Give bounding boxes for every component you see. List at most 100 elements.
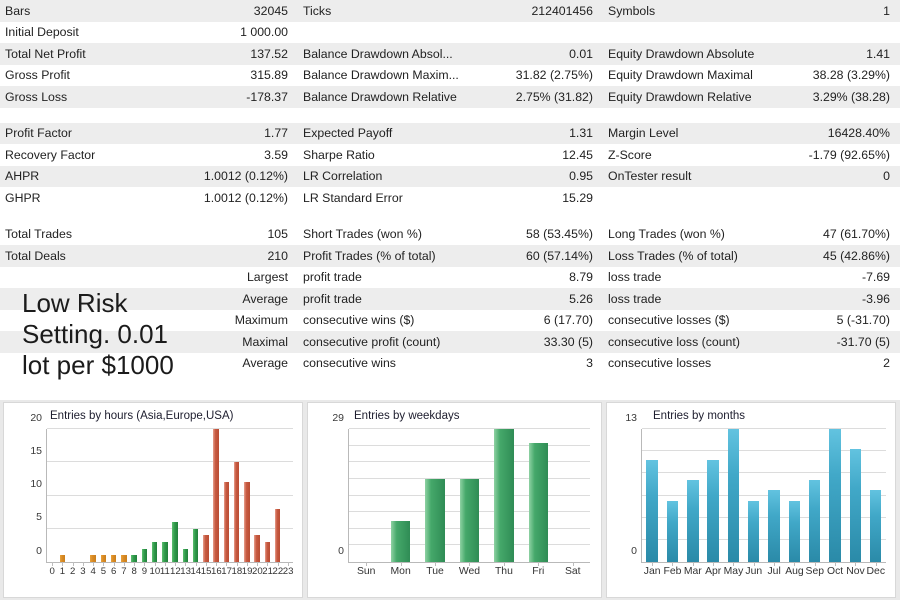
x-axis-tick-label: Dec xyxy=(866,566,886,577)
bar xyxy=(121,555,127,562)
x-axis-tick xyxy=(277,562,279,566)
stat-label: Profit Factor xyxy=(5,126,72,141)
stat-value: Average xyxy=(242,356,288,371)
x-axis-tick-label: 4 xyxy=(90,566,96,577)
stat-group: Average xyxy=(0,288,298,310)
x-axis-tick xyxy=(287,562,289,566)
gridline xyxy=(642,428,886,429)
stat-group: Margin Level 16428.40% xyxy=(603,123,900,145)
stat-value: 45 (42.86%) xyxy=(823,248,890,263)
stat-value: Maximal xyxy=(242,334,288,349)
stat-label xyxy=(0,331,150,353)
bar xyxy=(100,555,107,562)
bar-column: 2 xyxy=(68,429,78,577)
stat-group: Symbols 1 xyxy=(603,0,900,22)
plot-area-months: 0 13 Jan Feb Mar Apr May Jun Jul Aug Sep Oct Nov Dec xyxy=(625,412,886,577)
x-axis-tick-label: Sat xyxy=(564,566,581,577)
section-spacer xyxy=(0,107,900,123)
x-axis-tick-label: 3 xyxy=(80,566,86,577)
x-axis-tick xyxy=(113,562,115,566)
stat-label: Total Trades xyxy=(5,227,72,242)
table-row: Average profit trade 5.26 loss trade -3.96 xyxy=(0,288,900,310)
stat-value: 1.77 xyxy=(264,126,288,141)
chart-entries-by-months: Entries by months 0 13 Jan Feb Mar Apr May Jun J… xyxy=(606,402,896,598)
x-axis-tick-label: Sun xyxy=(356,566,376,577)
stat-value: 8.79 xyxy=(569,270,593,285)
x-axis-tick-label: Oct xyxy=(827,566,844,577)
x-axis-tick-label: Sep xyxy=(805,566,825,577)
statistics-table: Bars 32045 Ticks 212401456 Symbols 1 Initial D… xyxy=(0,0,900,374)
stat-value: 1 000.00 xyxy=(240,25,288,40)
stat-value xyxy=(773,22,900,44)
bar-column: 12 xyxy=(170,429,181,577)
bar xyxy=(131,555,137,562)
stat-group: consecutive profit (count) 33.30 (5) xyxy=(298,331,603,353)
stat-label: profit trade xyxy=(303,291,362,306)
stat-value: 47 (61.70%) xyxy=(823,227,890,242)
bar-column: Fri xyxy=(521,429,555,577)
x-axis-tick xyxy=(123,562,125,566)
bar-column: 8 xyxy=(129,429,139,577)
x-axis-tick-label: 17 xyxy=(221,566,232,577)
chart-entries-by-weekdays: Entries by weekdays 0 29 Sun Mon Tue Wed Thu Fr… xyxy=(307,402,602,598)
bar-column: 13 xyxy=(180,429,191,577)
x-axis-tick-label: Jan xyxy=(643,566,661,577)
bar-column: Mon xyxy=(383,429,417,577)
x-axis-tick xyxy=(400,562,402,566)
bar xyxy=(151,542,158,562)
stat-group: Equity Drawdown Relative 3.29% (38.28) xyxy=(603,86,900,108)
bar xyxy=(274,508,281,562)
stat-label xyxy=(0,288,150,310)
bar xyxy=(870,490,882,562)
stat-group: Total Deals 210 xyxy=(0,245,298,267)
chart-entries-by-hours: Entries by hours (Asia,Europe,USA) 0 5 10 1… xyxy=(3,402,303,598)
stat-value: 0.01 xyxy=(569,46,593,61)
stat-group: Short Trades (won %) 58 (53.45%) xyxy=(298,224,603,246)
stat-value: 16428.40% xyxy=(827,126,890,141)
table-row: Average consecutive wins 3 consecutive loss… xyxy=(0,352,900,374)
bar-column: Feb xyxy=(662,429,682,577)
x-axis-tick xyxy=(366,562,368,566)
stat-value: 5 (-31.70) xyxy=(836,313,890,328)
table-row: Total Net Profit 137.52 Balance Drawdown A… xyxy=(0,43,900,65)
x-axis-tick xyxy=(134,562,136,566)
stat-group: Maximum xyxy=(0,310,298,332)
x-axis-tick-label: 16 xyxy=(211,566,222,577)
bar xyxy=(233,462,240,562)
x-axis-tick-label: 20 xyxy=(252,566,263,577)
stat-group: consecutive loss (count) -31.70 (5) xyxy=(603,331,900,353)
chart-title-weekdays: Entries by weekdays xyxy=(354,410,460,422)
bar xyxy=(727,429,740,562)
stat-value: 1.0012 (0.12%) xyxy=(203,190,288,205)
stat-label: consecutive wins ($) xyxy=(303,313,415,328)
x-axis-tick-label: 2 xyxy=(69,566,76,577)
bar xyxy=(110,555,117,562)
stat-label: Balance Drawdown Absol... xyxy=(303,46,453,61)
stat-label: Profit Trades (% of total) xyxy=(303,248,436,263)
stat-value: 2.75% (31.82) xyxy=(515,89,593,104)
stat-group: Maximal xyxy=(0,331,298,353)
x-axis-tick-label: Mon xyxy=(390,566,411,577)
table-row: AHPR 1.0012 (0.12%) LR Correlation 0.95 OnTe… xyxy=(0,165,900,187)
stat-label: Long Trades (won %) xyxy=(608,227,725,242)
gridline xyxy=(642,538,886,540)
bar-column: 7 xyxy=(119,429,129,577)
bar-column: Sep xyxy=(805,429,825,577)
x-axis-tick xyxy=(257,562,259,566)
stat-label: consecutive wins xyxy=(303,356,396,371)
stat-label: Symbols xyxy=(608,3,656,18)
table-row: Gross Profit 315.89 Balance Drawdown Maxim… xyxy=(0,64,900,87)
x-axis-tick-label: 10 xyxy=(149,566,161,577)
stat-group: Total Net Profit 137.52 xyxy=(0,43,298,65)
bar-column: 17 xyxy=(221,429,232,577)
stat-group: Equity Drawdown Maximal 38.28 (3.29%) xyxy=(603,65,900,87)
bar xyxy=(425,479,445,562)
stat-value: 3 xyxy=(586,356,593,371)
x-axis-tick-label: 18 xyxy=(231,566,243,577)
stat-label: Expected Payoff xyxy=(303,126,393,141)
x-axis-tick xyxy=(205,562,207,566)
stat-group: Profit Trades (% of total) 60 (57.14%) xyxy=(298,245,603,267)
x-axis-tick xyxy=(652,562,654,566)
stat-group xyxy=(298,22,603,44)
bar-column: Oct xyxy=(825,429,845,577)
